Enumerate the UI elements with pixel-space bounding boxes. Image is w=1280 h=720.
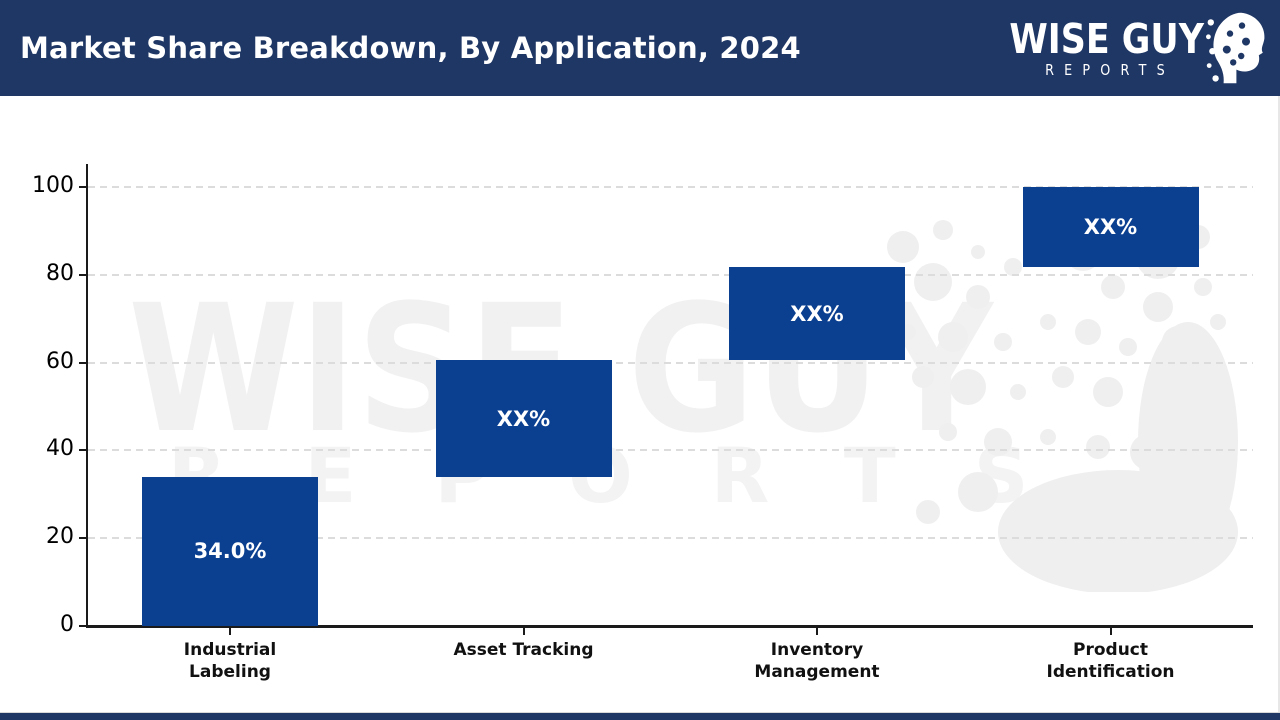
y-tick-mark (79, 449, 87, 452)
wise-guy-logo: WISE GUY REPORTS (975, 4, 1270, 92)
x-axis-category-label: Product Identification (1046, 640, 1175, 683)
x-axis-category-label: Asset Tracking (453, 640, 594, 660)
y-tick-label: 0 (60, 612, 74, 637)
bar-value-label: XX% (790, 301, 844, 326)
y-tick-mark (79, 273, 87, 276)
y-axis (86, 164, 88, 627)
gridline (88, 273, 1253, 276)
gridline (88, 361, 1253, 364)
footer-bar (0, 712, 1280, 720)
bar-value-label: XX% (496, 406, 551, 431)
x-tick-mark (229, 628, 231, 635)
x-tick-mark (522, 628, 525, 635)
y-tick-mark (79, 537, 87, 540)
x-tick-mark (816, 628, 818, 635)
page-right-border (1278, 96, 1280, 713)
header-bar: Market Share Breakdown, By Application, … (0, 0, 1280, 96)
y-tick-label: 80 (46, 260, 74, 286)
waterfall-bar: XX% (435, 360, 612, 477)
head-silhouette-icon (1206, 12, 1265, 84)
gridline (88, 449, 1253, 452)
y-tick-label: 60 (46, 348, 74, 374)
y-tick-mark (79, 625, 87, 627)
waterfall-bar: XX% (729, 266, 905, 361)
gridline (88, 537, 1253, 540)
y-tick-mark (79, 361, 87, 364)
x-axis-category-label: Industrial Labeling (183, 640, 277, 683)
y-tick-label: 20 (46, 524, 74, 550)
y-tick-mark (79, 186, 87, 188)
waterfall-bar: XX% (1022, 187, 1199, 267)
x-axis (86, 625, 1253, 628)
y-tick-label: 100 (32, 173, 74, 198)
x-tick-mark (1109, 628, 1112, 635)
y-tick-label: 40 (46, 436, 74, 462)
gridline (88, 186, 1253, 188)
logo-wordmark: WISE GUY (1009, 14, 1204, 63)
logo-text: WISE GUY REPORTS (1009, 14, 1204, 79)
x-axis-category-label: Inventory Management (754, 640, 880, 683)
waterfall-bar: 34.0% (142, 476, 318, 626)
bar-value-label: 34.0% (193, 539, 267, 564)
bar-value-label: XX% (1083, 214, 1138, 239)
page-title: Market Share Breakdown, By Application, … (20, 31, 801, 65)
logo-subtitle: REPORTS (1045, 60, 1176, 79)
